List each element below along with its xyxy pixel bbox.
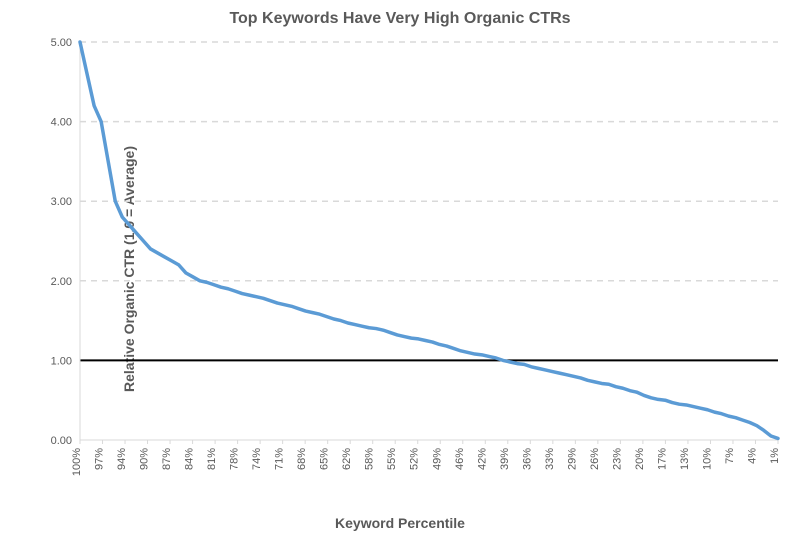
x-tick-label: 97% bbox=[94, 448, 106, 470]
x-tick-label: 90% bbox=[139, 448, 151, 470]
x-tick-label: 62% bbox=[341, 448, 353, 470]
x-tick-label: 36% bbox=[521, 448, 533, 470]
x-tick-label: 49% bbox=[431, 448, 443, 470]
x-tick-label: 71% bbox=[274, 448, 286, 470]
line-chart: 0.00 1.00 2.00 3.00 4.00 5.00 100% 97% 94% 90% 87%… bbox=[0, 0, 800, 537]
x-tick-label: 58% bbox=[364, 448, 376, 470]
x-tick-label: 33% bbox=[544, 448, 556, 470]
x-tick-label: 13% bbox=[679, 448, 691, 470]
x-tick-label: 84% bbox=[184, 448, 196, 470]
x-tick-label: 100% bbox=[71, 448, 83, 476]
y-tick-label: 0.00 bbox=[51, 435, 72, 447]
y-tick-label: 4.00 bbox=[51, 117, 72, 129]
x-tick-label: 55% bbox=[386, 448, 398, 470]
x-tick-label: 39% bbox=[499, 448, 511, 470]
x-tick-label: 65% bbox=[319, 448, 331, 470]
x-tick-label: 46% bbox=[454, 448, 466, 470]
x-tick-label: 7% bbox=[724, 448, 736, 464]
x-tick-label: 42% bbox=[476, 448, 488, 470]
y-tick-label: 2.00 bbox=[51, 276, 72, 288]
x-tick-label: 23% bbox=[611, 448, 623, 470]
x-tick-label: 1% bbox=[769, 448, 781, 464]
data-line bbox=[80, 42, 778, 438]
y-tick-label: 3.00 bbox=[51, 196, 72, 208]
chart-container: Top Keywords Have Very High Organic CTRs… bbox=[0, 0, 800, 537]
x-tick-label: 87% bbox=[161, 448, 173, 470]
x-tick-label: 74% bbox=[251, 448, 263, 470]
x-tick-label: 81% bbox=[206, 448, 218, 470]
x-tick-label: 26% bbox=[589, 448, 601, 470]
x-tick-label: 17% bbox=[656, 448, 668, 470]
x-tick-label: 52% bbox=[409, 448, 421, 470]
x-tick-label: 94% bbox=[116, 448, 128, 470]
x-tick-label: 29% bbox=[566, 448, 578, 470]
x-tick-label: 68% bbox=[296, 448, 308, 470]
y-tick-label: 1.00 bbox=[51, 355, 72, 367]
x-tick-label: 78% bbox=[229, 448, 241, 470]
x-tick-label: 4% bbox=[746, 448, 758, 464]
x-tick-label: 10% bbox=[701, 448, 713, 470]
y-tick-label: 5.00 bbox=[51, 37, 72, 49]
x-tick-label: 20% bbox=[634, 448, 646, 470]
